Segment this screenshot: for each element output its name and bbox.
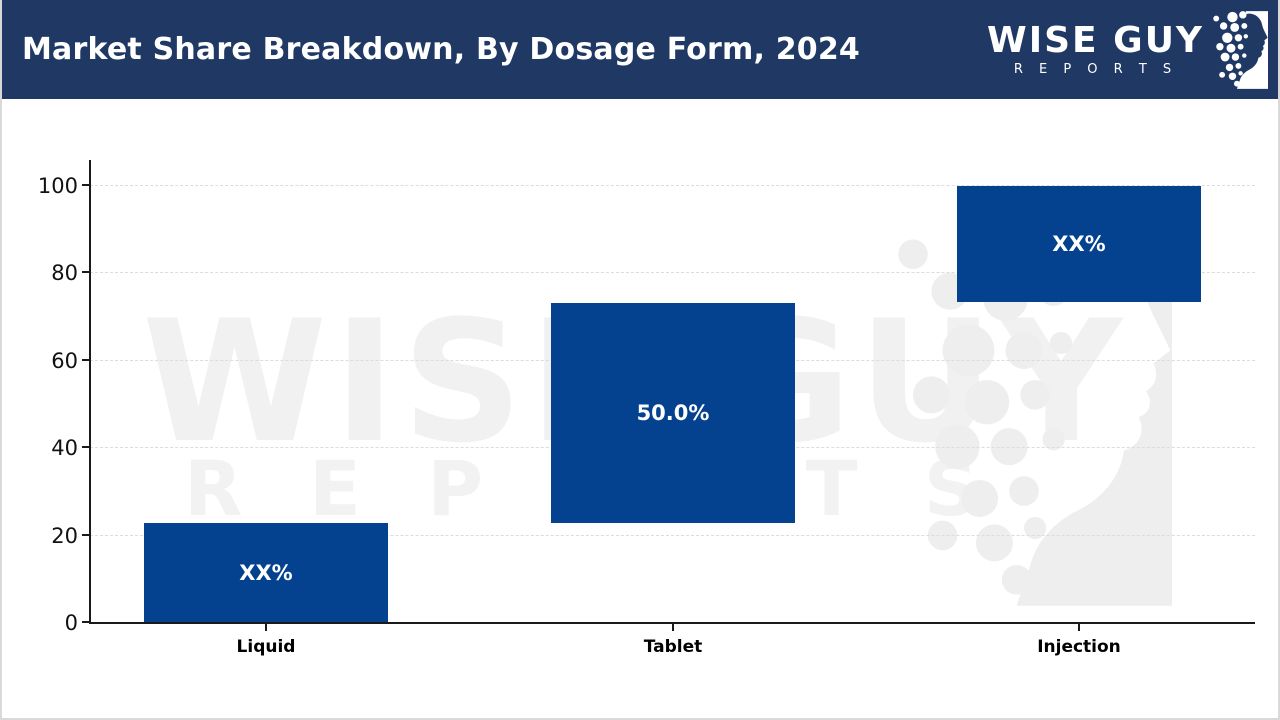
- header: Market Share Breakdown, By Dosage Form, …: [2, 0, 1278, 99]
- y-tick-label: 40: [51, 436, 78, 460]
- y-tick-mark: [82, 271, 89, 273]
- bar-label-injection: XX%: [1052, 232, 1106, 256]
- gridline-80: [90, 272, 1255, 273]
- bar-label-tablet: 50.0%: [636, 401, 710, 425]
- y-tick-label: 20: [51, 524, 78, 548]
- y-tick-mark: [82, 446, 89, 448]
- y-tick-mark: [82, 621, 89, 623]
- x-tick-mark: [672, 624, 674, 631]
- x-tick-mark: [265, 624, 267, 631]
- gridline-20: [90, 535, 1255, 536]
- y-tick-mark: [82, 359, 89, 361]
- y-tick-label: 100: [37, 174, 78, 198]
- bar-liquid: XX%: [144, 523, 388, 622]
- y-axis-line: [89, 160, 91, 624]
- y-tick-mark: [82, 534, 89, 536]
- y-tick-label: 60: [51, 349, 78, 373]
- y-tick-mark: [82, 184, 89, 186]
- brand-logo-text: WISE GUY R E P O R T S: [986, 19, 1204, 77]
- x-axis-line: [89, 622, 1255, 624]
- category-label-tablet: Tablet: [643, 637, 703, 657]
- brand-name: WISE GUY: [986, 19, 1204, 61]
- page-title: Market Share Breakdown, By Dosage Form, …: [22, 32, 860, 67]
- category-label-liquid: Liquid: [236, 637, 296, 657]
- y-tick-label: 0: [64, 611, 78, 635]
- x-tick-mark: [1078, 624, 1080, 631]
- brand-logo: WISE GUY R E P O R T S: [987, 9, 1268, 91]
- category-label-injection: Injection: [1037, 637, 1121, 657]
- bar-label-liquid: XX%: [239, 560, 293, 585]
- bar-tablet: 50.0%: [551, 303, 795, 523]
- brand-face-icon: [1213, 10, 1268, 89]
- y-tick-label: 80: [51, 261, 78, 285]
- gridline-100: [90, 185, 1255, 186]
- brand-subtitle: R E P O R T S: [1013, 61, 1178, 77]
- bar-injection: XX%: [957, 186, 1201, 302]
